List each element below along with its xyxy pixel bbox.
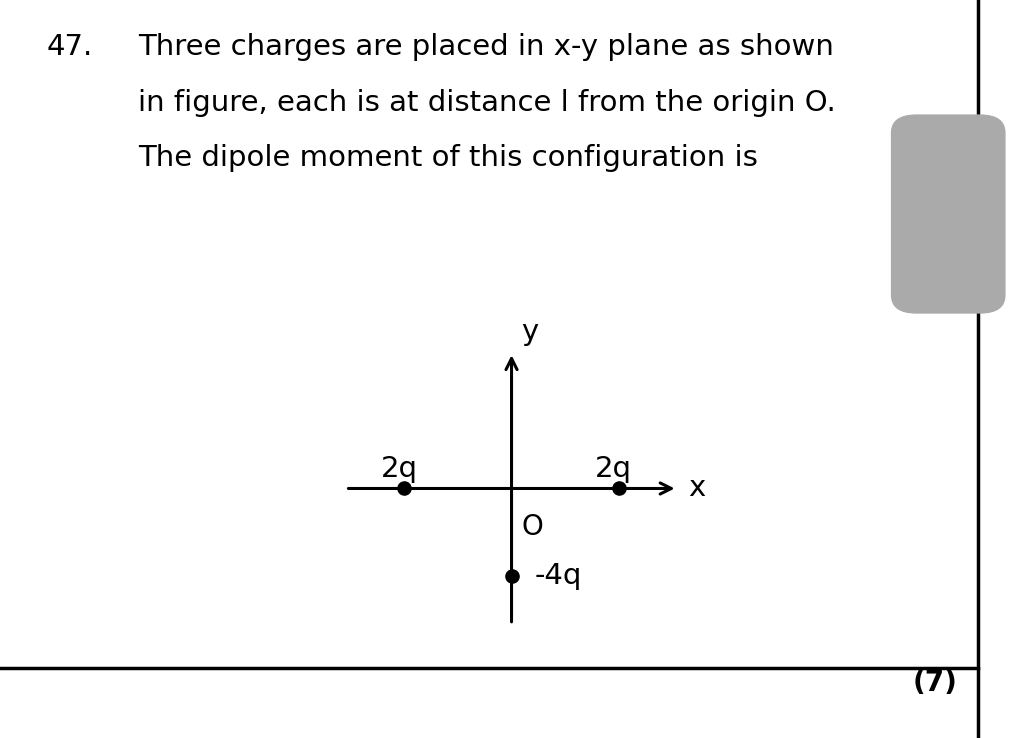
Text: x: x: [688, 475, 706, 503]
Text: in figure, each is at distance l from the origin O.: in figure, each is at distance l from th…: [138, 89, 836, 117]
Text: O: O: [521, 513, 543, 541]
Text: (7): (7): [912, 669, 957, 697]
Point: [396, 483, 413, 494]
Point: [504, 570, 520, 582]
Text: The dipole moment of this configuration is: The dipole moment of this configuration …: [138, 144, 758, 172]
Text: -4q: -4q: [536, 562, 583, 590]
Text: 2q: 2q: [595, 455, 632, 483]
Point: [610, 483, 627, 494]
Text: 2q: 2q: [381, 455, 418, 483]
Text: Three charges are placed in x-y plane as shown: Three charges are placed in x-y plane as…: [138, 33, 835, 61]
Text: y: y: [521, 318, 539, 346]
Text: 47.: 47.: [46, 33, 92, 61]
